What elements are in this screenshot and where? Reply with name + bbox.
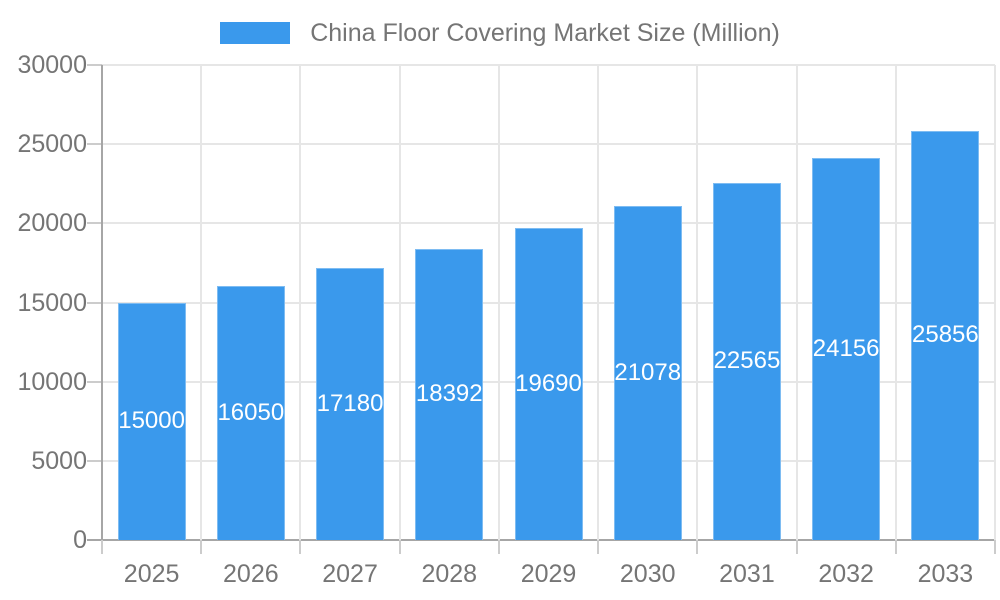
bar-value-label: 17180 (316, 389, 384, 417)
y-axis-line (101, 65, 103, 540)
bar-value-label: 15000 (118, 407, 185, 435)
bar-value-label: 24156 (812, 334, 880, 362)
gridline-h (102, 64, 995, 66)
x-axis-label: 2025 (123, 560, 180, 588)
gridline-v (299, 65, 302, 540)
gridline-v (597, 65, 600, 540)
bar[interactable] (712, 182, 781, 540)
x-axis-label: 2027 (322, 560, 378, 588)
y-axis-label: 5000 (31, 446, 87, 475)
bar[interactable] (514, 228, 583, 540)
y-axis-tick (87, 459, 102, 462)
x-axis-label: 2032 (818, 560, 874, 588)
bar[interactable] (812, 157, 881, 540)
x-axis-tick (894, 540, 897, 554)
gridline-v (994, 65, 996, 540)
legend-swatch (220, 22, 291, 44)
x-axis-label: 2028 (421, 560, 478, 588)
y-axis-label: 0 (73, 526, 87, 554)
y-axis-tick (87, 143, 102, 146)
x-axis-label: 2033 (917, 560, 974, 588)
y-axis-label: 15000 (17, 288, 87, 317)
gridline-h (102, 222, 995, 225)
gridline-v (894, 65, 897, 540)
bar[interactable] (613, 206, 682, 540)
plot-area: 15000 16050 17180 18392 19690 21078 22565 24156… (87, 64, 996, 554)
gridline-v (200, 65, 203, 540)
gridline-v (696, 65, 699, 540)
x-axis-label: 2030 (619, 560, 676, 588)
bar[interactable] (316, 267, 385, 540)
y-axis-label: 25000 (17, 130, 87, 159)
x-axis-label: 2026 (223, 560, 279, 588)
x-axis-tick (994, 540, 996, 554)
x-axis-tick (795, 540, 798, 554)
bar[interactable] (415, 248, 484, 540)
y-axis-label: 30000 (17, 51, 87, 79)
bar-value-label: 22565 (713, 347, 781, 375)
bar[interactable] (216, 285, 285, 540)
bar[interactable] (911, 130, 980, 540)
y-axis-label: 10000 (17, 367, 87, 396)
y-axis-label: 20000 (17, 209, 87, 238)
y-axis-tick (87, 222, 102, 225)
gridline-v (795, 65, 798, 540)
bar-value-label: 18392 (415, 380, 483, 408)
bar-value-label: 21078 (614, 359, 682, 387)
x-axis-tick (696, 540, 699, 554)
x-axis-tick (398, 540, 401, 554)
y-axis-tick (87, 380, 102, 383)
gridline-v (398, 65, 401, 540)
legend: China Floor Covering Market Size (Millio… (0, 18, 1000, 48)
x-axis-tick (597, 540, 600, 554)
bar-value-label: 19690 (515, 370, 582, 398)
x-baseline (87, 539, 995, 541)
legend-label: China Floor Covering Market Size (Millio… (310, 18, 780, 47)
x-axis-tick (200, 540, 203, 554)
bar-value-label: 16050 (217, 398, 285, 426)
x-axis-tick (101, 540, 103, 554)
bar-value-label: 25856 (912, 321, 979, 349)
x-axis-tick (497, 540, 500, 554)
x-axis-label: 2031 (719, 560, 775, 588)
y-axis-tick (87, 301, 102, 304)
bar[interactable] (117, 302, 186, 540)
x-axis-label: 2029 (520, 560, 577, 588)
x-axis-tick (299, 540, 302, 554)
gridline-v (497, 65, 500, 540)
gridline-h (102, 143, 995, 146)
y-axis-tick (87, 64, 102, 66)
